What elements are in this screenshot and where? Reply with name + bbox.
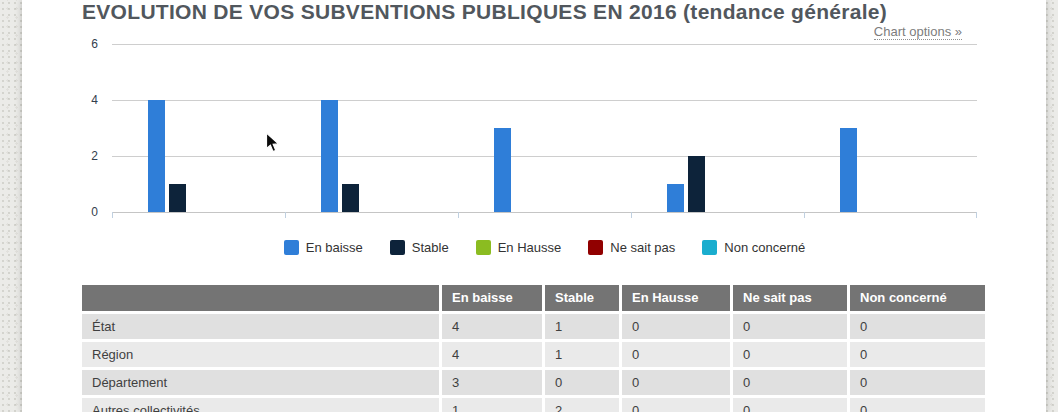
value-cell: 0 bbox=[622, 342, 730, 367]
bar-chart: 0246 bbox=[22, 44, 1046, 212]
chart-options-link[interactable]: Chart options » bbox=[874, 24, 962, 40]
page-title: EVOLUTION DE VOS SUBVENTIONS PUBLIQUES E… bbox=[82, 0, 887, 24]
value-cell: 0 bbox=[733, 398, 847, 412]
row-label-cell: Autres collectivités bbox=[82, 398, 439, 412]
y-axis-label-0: 0 bbox=[91, 205, 98, 219]
bar-group-1 bbox=[285, 44, 458, 212]
value-cell: 0 bbox=[850, 314, 985, 339]
row-label-cell: État bbox=[82, 314, 439, 339]
bar-en-baisse[interactable] bbox=[840, 128, 857, 212]
y-axis-label-4: 4 bbox=[91, 93, 98, 107]
table-header-cell-empty bbox=[82, 285, 439, 311]
legend-label: En Hausse bbox=[498, 240, 562, 255]
chart-legend: En baisse Stable En Hausse Ne sait pas Non c… bbox=[112, 237, 977, 257]
value-cell: 1 bbox=[545, 342, 619, 367]
x-axis-tick bbox=[804, 212, 805, 218]
legend-item-stable[interactable]: Stable bbox=[390, 240, 449, 255]
y-axis-label-6: 6 bbox=[91, 37, 98, 51]
value-cell: 0 bbox=[850, 370, 985, 395]
bar-en-baisse[interactable] bbox=[494, 128, 511, 212]
legend-label: Non concerné bbox=[724, 240, 805, 255]
legend-item-en-hausse[interactable]: En Hausse bbox=[476, 240, 562, 255]
results-table: En baisseStableEn HausseNe sait pasNon c… bbox=[82, 285, 985, 412]
legend-swatch-icon bbox=[390, 240, 405, 255]
bar-group-2 bbox=[458, 44, 631, 212]
legend-swatch-icon bbox=[476, 240, 491, 255]
value-cell: 0 bbox=[622, 370, 730, 395]
value-cell: 0 bbox=[850, 398, 985, 412]
value-cell: 2 bbox=[545, 398, 619, 412]
value-cell: 0 bbox=[545, 370, 619, 395]
value-cell: 4 bbox=[442, 342, 542, 367]
x-axis-tick bbox=[976, 212, 977, 218]
legend-item-en-baisse[interactable]: En baisse bbox=[284, 240, 363, 255]
x-axis-tick bbox=[112, 212, 113, 218]
table-header-cell-en-hausse: En Hausse bbox=[622, 285, 730, 311]
legend-label: Ne sait pas bbox=[610, 240, 675, 255]
bar-group-4 bbox=[804, 44, 977, 212]
value-cell: 1 bbox=[442, 398, 542, 412]
bar-stable[interactable] bbox=[169, 184, 186, 212]
bar-en-baisse[interactable] bbox=[148, 100, 165, 212]
table-header-cell-en-baisse: En baisse bbox=[442, 285, 542, 311]
x-axis-tick bbox=[285, 212, 286, 218]
bar-en-baisse[interactable] bbox=[667, 184, 684, 212]
x-axis-tick bbox=[631, 212, 632, 218]
value-cell: 4 bbox=[442, 314, 542, 339]
bar-group-0 bbox=[112, 44, 285, 212]
y-axis-labels: 0246 bbox=[62, 44, 98, 212]
value-cell: 3 bbox=[442, 370, 542, 395]
value-cell: 1 bbox=[545, 314, 619, 339]
bar-en-baisse[interactable] bbox=[321, 100, 338, 212]
row-label-cell: Région bbox=[82, 342, 439, 367]
legend-label: En baisse bbox=[306, 240, 363, 255]
bar-groups bbox=[112, 44, 977, 212]
content-panel: EVOLUTION DE VOS SUBVENTIONS PUBLIQUES E… bbox=[22, 0, 1046, 412]
table-header-cell-stable: Stable bbox=[545, 285, 619, 311]
legend-item-ne-sait-pas[interactable]: Ne sait pas bbox=[588, 240, 675, 255]
legend-swatch-icon bbox=[702, 240, 717, 255]
value-cell: 0 bbox=[850, 342, 985, 367]
value-cell: 0 bbox=[622, 314, 730, 339]
legend-item-non-concerné[interactable]: Non concerné bbox=[702, 240, 805, 255]
bar-group-3 bbox=[631, 44, 804, 212]
value-cell: 0 bbox=[733, 314, 847, 339]
value-cell: 0 bbox=[733, 370, 847, 395]
legend-label: Stable bbox=[412, 240, 449, 255]
value-cell: 0 bbox=[622, 398, 730, 412]
row-label-cell: Département bbox=[82, 370, 439, 395]
table-header-cell-non-concerné: Non concerné bbox=[850, 285, 985, 311]
legend-swatch-icon bbox=[588, 240, 603, 255]
table-header-cell-ne-sait-pas: Ne sait pas bbox=[733, 285, 847, 311]
value-cell: 0 bbox=[733, 342, 847, 367]
legend-swatch-icon bbox=[284, 240, 299, 255]
chart-plot-area bbox=[112, 44, 977, 213]
bar-stable[interactable] bbox=[688, 156, 705, 212]
x-axis-tick bbox=[458, 212, 459, 218]
y-axis-label-2: 2 bbox=[91, 149, 98, 163]
page: EVOLUTION DE VOS SUBVENTIONS PUBLIQUES E… bbox=[0, 0, 1058, 412]
bar-stable[interactable] bbox=[342, 184, 359, 212]
